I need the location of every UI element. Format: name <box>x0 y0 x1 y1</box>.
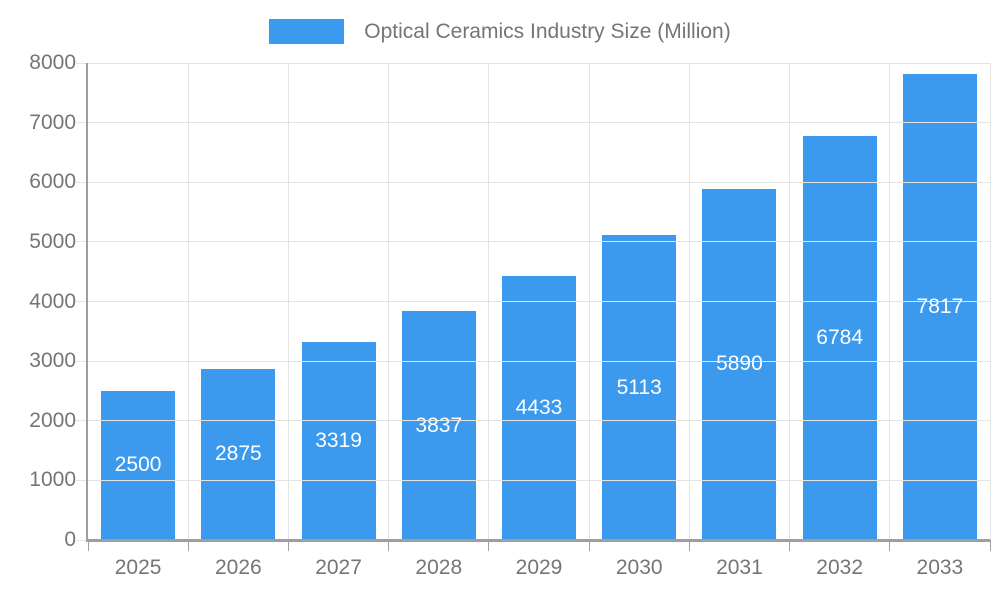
x-axis-tick <box>588 540 590 551</box>
plot-area: 2500 2875 3319 3837 4433 5113 5890 6784 7817 <box>88 63 991 540</box>
x-axis-tick <box>187 540 189 551</box>
y-axis-tick-label: 6000 <box>29 170 76 194</box>
gridline-y-6000 <box>76 181 990 183</box>
bar-2031[interactable]: 5890 <box>702 188 777 540</box>
x-axis-tick <box>488 540 490 551</box>
bar-value-label: 2875 <box>214 442 262 466</box>
gridline-y-5000 <box>76 241 990 243</box>
bar-2025[interactable]: 2500 <box>101 390 176 540</box>
y-axis-tick-label: 8000 <box>29 51 76 74</box>
bar-value-label: 3837 <box>415 413 463 437</box>
bar-value-label: 3319 <box>315 429 362 453</box>
x-axis-tick <box>989 540 991 551</box>
y-axis-tick-label: 7000 <box>29 110 76 134</box>
x-axis-tick <box>388 540 390 551</box>
y-axis-tick-label: 2000 <box>29 408 76 432</box>
x-axis-line <box>86 539 990 542</box>
x-axis-tick-label: 2033 <box>916 556 964 579</box>
x-axis-tick-label: 2025 <box>114 556 162 579</box>
gridline-y-2000 <box>76 420 990 422</box>
gridline-y-7000 <box>76 122 990 124</box>
bar-value-label: 5113 <box>616 375 662 399</box>
y-axis-tick-label: 3000 <box>29 349 76 373</box>
gridline-x <box>989 63 991 540</box>
bar-value-label: 2500 <box>114 453 162 477</box>
bar-2032[interactable]: 6784 <box>802 135 877 540</box>
x-axis-tick <box>688 540 690 551</box>
gridline-y-8000 <box>76 62 990 64</box>
y-axis-tick-label: 4000 <box>29 289 76 313</box>
x-axis-tick <box>889 540 891 551</box>
bar-2027[interactable]: 3319 <box>301 342 376 540</box>
bar-2028[interactable]: 3837 <box>401 311 476 540</box>
legend-label: Optical Ceramics Industry Size (Million) <box>364 20 731 43</box>
gridline-y-4000 <box>76 301 990 302</box>
bar-value-label: 4433 <box>515 395 563 419</box>
gridline-y-0 <box>76 539 87 541</box>
x-axis-tick-label: 2028 <box>415 556 463 579</box>
legend-swatch-icon <box>269 19 345 44</box>
x-axis-tick <box>789 540 791 551</box>
legend: Optical Ceramics Industry Size (Million) <box>0 19 1000 44</box>
bar-2029[interactable]: 4433 <box>502 275 576 540</box>
bar-value-label: 5890 <box>716 352 763 376</box>
x-axis-tick-label: 2030 <box>615 556 663 579</box>
x-axis-tick-label: 2029 <box>515 556 563 579</box>
x-axis-tick-label: 2031 <box>716 556 763 579</box>
y-axis-tick-label: 1000 <box>29 468 76 492</box>
x-axis-tick-label: 2026 <box>214 556 262 579</box>
y-axis-tick-label: 5000 <box>29 229 76 253</box>
bar-2030[interactable]: 5113 <box>602 235 677 540</box>
y-axis-tick-label: 0 <box>64 528 76 551</box>
x-axis-tick <box>87 540 89 551</box>
x-axis-tick-label: 2027 <box>315 556 362 579</box>
bar-value-label: 6784 <box>816 325 864 349</box>
bar-value-label: 7817 <box>916 294 964 318</box>
bar-2033[interactable]: 7817 <box>902 73 977 540</box>
bar-2026[interactable]: 2875 <box>201 368 276 540</box>
gridline-y-1000 <box>76 479 990 481</box>
x-axis-tick <box>287 540 289 551</box>
gridline-y-3000 <box>76 360 990 362</box>
y-axis-line <box>86 63 88 542</box>
x-axis-tick-label: 2032 <box>816 556 864 579</box>
